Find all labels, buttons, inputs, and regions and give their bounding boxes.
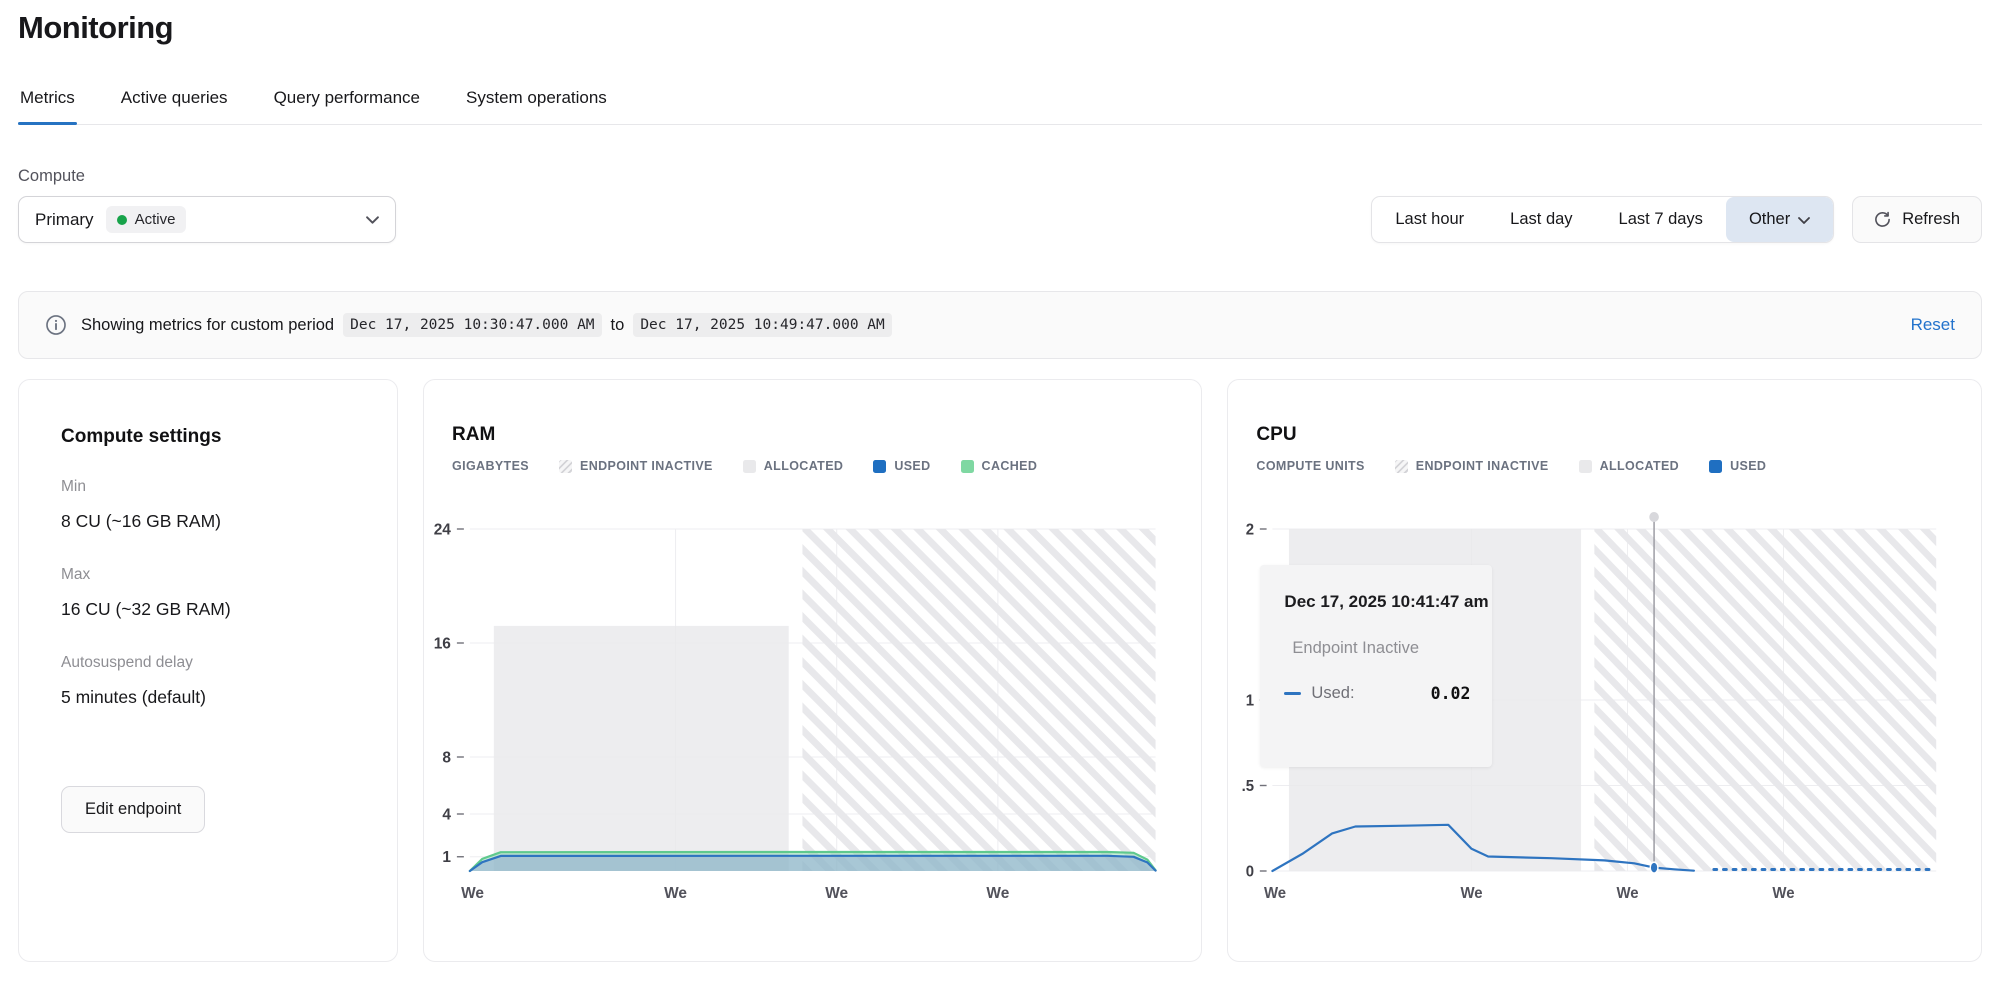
- svg-text:8: 8: [442, 749, 451, 766]
- legend-swatch: [960, 459, 974, 473]
- cpu-legend: ENDPOINT INACTIVE ALLOCATED USED: [1394, 459, 1767, 473]
- period-end-chip: Dec 17, 2025 10:49:47.000 AM: [633, 313, 892, 337]
- legend-item: ENDPOINT INACTIVE: [559, 459, 713, 473]
- compute-select-value: Primary: [35, 209, 94, 229]
- custom-period-banner: Showing metrics for custom period Dec 17…: [18, 291, 1982, 359]
- legend-item: USED: [873, 459, 930, 473]
- tab-bar: Metrics Active queries Query performance…: [18, 84, 1982, 125]
- time-range-other[interactable]: Other: [1725, 197, 1834, 242]
- cpu-unit-label: COMPUTE UNITS: [1256, 459, 1365, 473]
- svg-text:16: 16: [434, 635, 452, 652]
- used-series-swatch: [1284, 691, 1302, 696]
- svg-text:We: We: [461, 885, 484, 902]
- cards-row: Compute settings Min 8 CU (~16 GB RAM) M…: [18, 379, 1982, 962]
- max-value: 16 CU (~32 GB RAM): [61, 599, 231, 619]
- status-label: Active: [134, 211, 176, 228]
- svg-text:24: 24: [434, 521, 452, 538]
- min-label: Min: [61, 478, 86, 495]
- compute-select[interactable]: Primary Active: [18, 196, 396, 243]
- info-icon: [45, 314, 67, 336]
- controls-row: Compute Primary Active Last hour Last da…: [18, 167, 1982, 243]
- compute-settings-card: Compute settings Min 8 CU (~16 GB RAM) M…: [18, 379, 398, 962]
- svg-text:1: 1: [1246, 692, 1255, 709]
- ram-chart-subrow: GIGABYTES ENDPOINT INACTIVE ALLOCATED USED…: [424, 459, 1201, 473]
- legend-item: CACHED: [960, 459, 1038, 473]
- ram-chart-title: RAM: [452, 424, 496, 445]
- svg-text:.5: .5: [1242, 778, 1255, 795]
- legend-swatch: [559, 459, 572, 473]
- page-title: Monitoring: [18, 10, 174, 45]
- time-range-other-label: Other: [1748, 210, 1791, 228]
- legend-item: USED: [1709, 459, 1766, 473]
- svg-text:We: We: [1264, 885, 1286, 902]
- tooltip-status: Endpoint Inactive: [1292, 639, 1420, 657]
- ram-unit-label: GIGABYTES: [452, 459, 529, 473]
- time-range-last-hour[interactable]: Last hour: [1372, 197, 1487, 242]
- svg-text:We: We: [986, 885, 1009, 902]
- monitoring-page: Monitoring Metrics Active queries Query …: [0, 10, 2000, 962]
- refresh-label: Refresh: [1902, 210, 1960, 228]
- svg-text:2: 2: [1246, 521, 1254, 538]
- ram-legend: ENDPOINT INACTIVE ALLOCATED USED CACHED: [559, 459, 1037, 473]
- banner-text: Showing metrics for custom period Dec 17…: [81, 313, 892, 337]
- svg-text:We: We: [664, 885, 687, 902]
- autosuspend-value: 5 minutes (default): [61, 687, 206, 707]
- period-start-chip: Dec 17, 2025 10:30:47.000 AM: [343, 313, 602, 337]
- tab-metrics[interactable]: Metrics: [18, 84, 77, 125]
- svg-text:0: 0: [1246, 863, 1254, 880]
- autosuspend-label: Autosuspend delay: [61, 654, 193, 671]
- tooltip-used-row: Used: 0.02: [1284, 684, 1470, 703]
- chevron-down-icon: [366, 215, 379, 224]
- chevron-down-icon: [1798, 210, 1811, 229]
- tooltip-used-label: Used:: [1311, 684, 1355, 702]
- svg-text:1: 1: [442, 849, 451, 866]
- svg-text:4: 4: [442, 806, 451, 823]
- ram-chart[interactable]: 24 16 8 4 1 We We We We: [424, 491, 1201, 926]
- cpu-chart-title: CPU: [1256, 424, 1297, 445]
- compute-caption: Compute: [18, 167, 85, 185]
- reset-link[interactable]: Reset: [1910, 315, 1955, 334]
- legend-swatch: [1578, 459, 1592, 473]
- cpu-chart-card: CPU COMPUTE UNITS ENDPOINT INACTIVE ALLOC…: [1227, 379, 1982, 962]
- refresh-icon: [1874, 211, 1891, 228]
- compute-settings-title: Compute settings: [61, 426, 222, 447]
- time-range-last-7-days[interactable]: Last 7 days: [1596, 197, 1726, 242]
- legend-swatch: [1709, 459, 1723, 473]
- compute-selector-group: Compute Primary Active: [18, 167, 396, 243]
- tab-active-queries[interactable]: Active queries: [120, 88, 228, 107]
- legend-item: ALLOCATED: [1578, 459, 1680, 473]
- legend-swatch: [742, 459, 756, 473]
- tooltip-used-value: 0.02: [1430, 684, 1471, 703]
- tab-system-operations[interactable]: System operations: [466, 88, 607, 107]
- tooltip-timestamp: Dec 17, 2025 10:41:47 am: [1284, 592, 1489, 611]
- legend-swatch: [873, 459, 887, 473]
- svg-text:We: We: [825, 885, 848, 902]
- time-controls: Last hour Last day Last 7 days Other: [1371, 196, 1982, 243]
- svg-text:We: We: [1617, 885, 1639, 902]
- legend-item: ENDPOINT INACTIVE: [1394, 459, 1549, 473]
- max-label: Max: [61, 566, 91, 583]
- refresh-button[interactable]: Refresh: [1852, 196, 1982, 243]
- svg-text:We: We: [1461, 885, 1483, 902]
- time-range-last-day[interactable]: Last day: [1487, 197, 1595, 242]
- legend-swatch: [1394, 459, 1408, 473]
- svg-text:We: We: [1773, 885, 1795, 902]
- cpu-chart-tooltip: Dec 17, 2025 10:41:47 am Endpoint Inacti…: [1260, 565, 1493, 767]
- legend-item: ALLOCATED: [742, 459, 844, 473]
- banner-to-word: to: [610, 315, 625, 334]
- time-range-segmented: Last hour Last day Last 7 days Other: [1371, 196, 1835, 243]
- min-value: 8 CU (~16 GB RAM): [61, 511, 221, 531]
- tab-query-performance[interactable]: Query performance: [273, 88, 421, 107]
- banner-message: Showing metrics for custom period: [81, 315, 335, 334]
- status-badge: Active: [105, 206, 187, 233]
- active-status-dot: [116, 214, 127, 225]
- edit-endpoint-button[interactable]: Edit endpoint: [61, 786, 206, 833]
- cpu-chart-subrow: COMPUTE UNITS ENDPOINT INACTIVE ALLOCATED…: [1228, 459, 1981, 473]
- ram-chart-card: RAM GIGABYTES ENDPOINT INACTIVE ALLOCATED…: [423, 379, 1203, 962]
